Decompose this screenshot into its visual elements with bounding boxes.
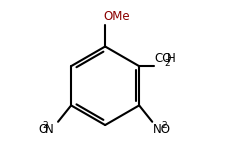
Text: CO: CO xyxy=(155,52,172,65)
Text: NO: NO xyxy=(153,123,171,136)
Text: 2: 2 xyxy=(164,59,170,68)
Text: OMe: OMe xyxy=(104,10,130,23)
Text: O: O xyxy=(38,123,48,136)
Text: H: H xyxy=(167,52,175,65)
Text: 2: 2 xyxy=(162,121,167,130)
Text: N: N xyxy=(45,123,54,136)
Text: 2: 2 xyxy=(43,121,48,130)
